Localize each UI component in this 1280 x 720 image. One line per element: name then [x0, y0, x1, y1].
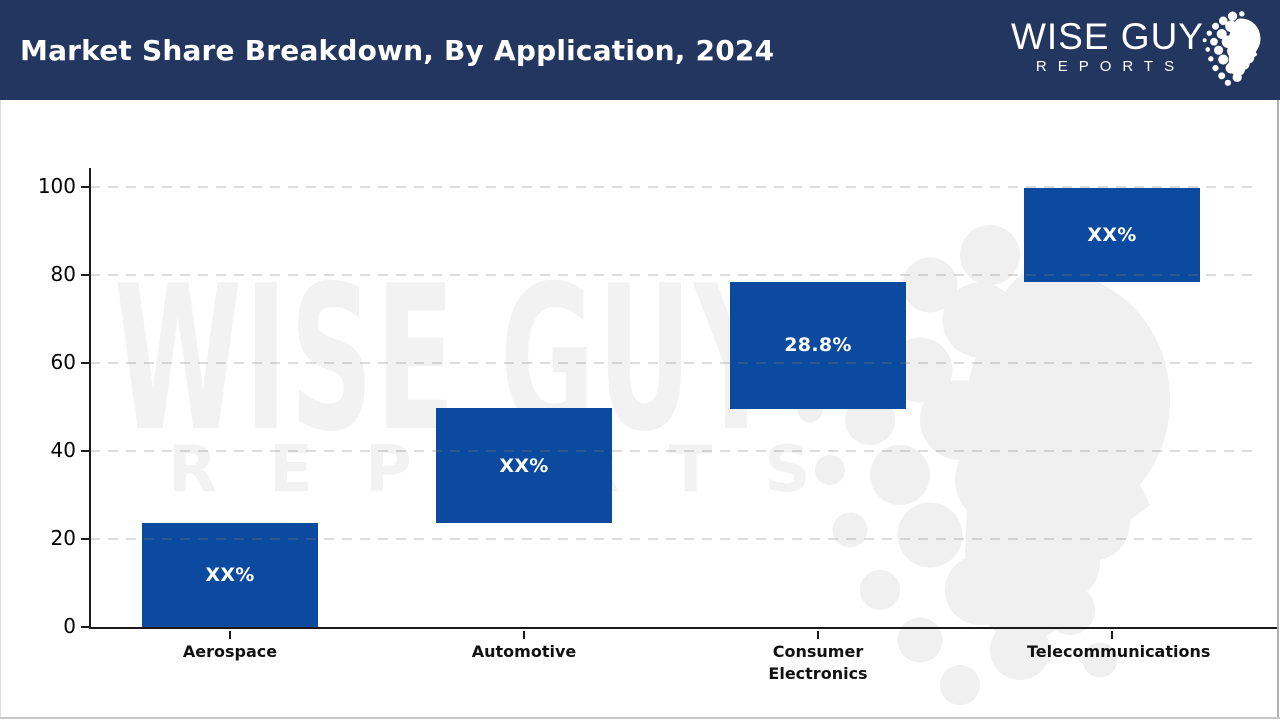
x-axis-tick	[229, 631, 231, 639]
y-axis-tick	[81, 362, 89, 364]
bar-value-label: XX%	[1087, 223, 1137, 246]
x-axis-category-label: Telecommunications	[1027, 642, 1211, 661]
gridline	[90, 538, 1256, 540]
frame-edge-left	[0, 100, 1, 718]
x-axis-tick	[523, 631, 525, 639]
y-axis-tick-label: 100	[37, 174, 76, 198]
y-axis-tick	[81, 538, 89, 540]
y-axis-tick	[81, 274, 89, 276]
brand-head-icon	[1202, 11, 1261, 86]
brand-logo: WISE GUY REPORTS	[1011, 6, 1262, 86]
y-axis-tick-label: 40	[50, 438, 76, 462]
frame-edge-right	[1277, 100, 1279, 718]
brand-name: WISE GUY	[1010, 16, 1204, 57]
chart-title: Market Share Breakdown, By Application, …	[20, 33, 775, 67]
gridline	[90, 450, 1256, 452]
y-axis-tick	[81, 626, 89, 628]
x-axis-category-label: Automotive	[471, 642, 577, 661]
gridline	[90, 274, 1256, 276]
bar-value-label: XX%	[499, 454, 549, 477]
bar-aerospace: XX%	[142, 523, 318, 627]
y-axis-tick-label: 80	[50, 262, 76, 286]
y-axis-line	[89, 168, 91, 629]
y-axis-tick-label: 60	[50, 350, 76, 374]
y-axis-tick-label: 0	[63, 614, 76, 638]
x-axis-category-label: Aerospace	[182, 642, 278, 661]
header-bar: Market Share Breakdown, By Application, …	[0, 0, 1280, 100]
brand-subtitle: REPORTS	[1035, 58, 1186, 75]
bar-value-label: 28.8%	[784, 334, 852, 357]
bar-value-label: XX%	[205, 564, 255, 587]
x-axis-category-label: Consumer Electronics	[768, 642, 868, 683]
frame-edge-bottom	[0, 717, 1280, 719]
bar-automotive: XX%	[436, 408, 612, 524]
brand-logo-text: WISE GUY REPORTS	[1011, 18, 1204, 74]
bar-consumer-electronics: 28.8%	[730, 282, 906, 409]
bar-telecommunications: XX%	[1024, 187, 1200, 283]
x-axis-line	[89, 627, 1277, 629]
x-axis-tick	[817, 631, 819, 639]
y-axis-tick-label: 20	[50, 526, 76, 550]
y-axis-tick	[81, 186, 89, 188]
gridline	[90, 362, 1256, 364]
y-axis-tick	[81, 450, 89, 452]
x-axis-tick	[1111, 631, 1113, 639]
gridline	[90, 186, 1256, 188]
